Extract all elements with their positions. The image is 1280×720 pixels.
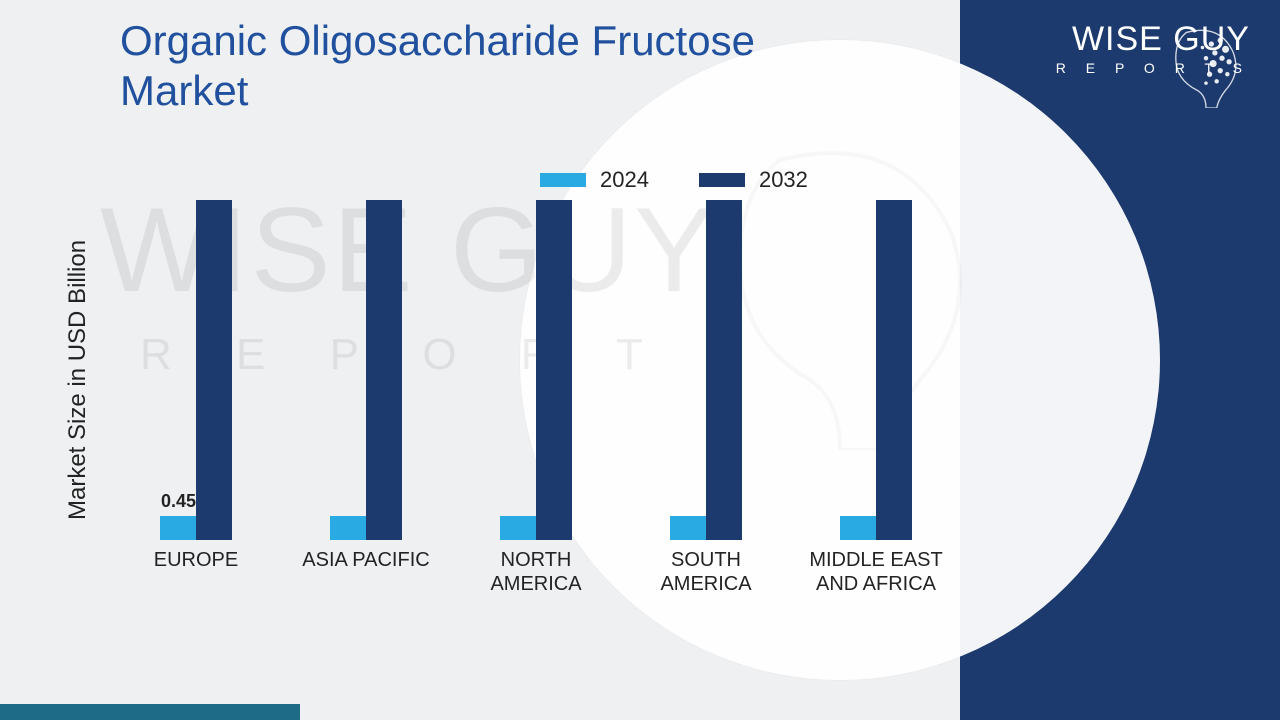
brand-logo: WISE GUY R E P O R T S: [1056, 22, 1250, 76]
plot-area: 0.45: [130, 200, 960, 540]
legend-item: 2032: [699, 167, 808, 193]
bar: [330, 516, 366, 540]
bar-group: [840, 200, 920, 540]
y-axis-label: Market Size in USD Billion: [64, 240, 92, 520]
bar: [160, 516, 196, 540]
x-axis-label: EUROPE: [116, 548, 276, 572]
bar: [840, 516, 876, 540]
bar: [670, 516, 706, 540]
legend-swatch: [540, 173, 586, 187]
bar-group: [500, 200, 580, 540]
x-axis-label: MIDDLE EAST AND AFRICA: [796, 548, 956, 596]
bar: [366, 200, 402, 540]
legend-item: 2024: [540, 167, 649, 193]
head-dots-icon: [1166, 28, 1246, 108]
legend-swatch: [699, 173, 745, 187]
report-graphic: WISE GUY R E P O R T S WISE GUY R E P O …: [0, 0, 1280, 720]
x-axis-label: SOUTH AMERICA: [626, 548, 786, 596]
legend-label: 2032: [759, 167, 808, 193]
bar: [536, 200, 572, 540]
bar-group: [330, 200, 410, 540]
chart-title: Organic Oligosaccharide Fructose Market: [120, 16, 860, 117]
x-axis-label: NORTH AMERICA: [456, 548, 616, 596]
bar: [876, 200, 912, 540]
legend-label: 2024: [600, 167, 649, 193]
bar-value-label: 0.45: [161, 491, 196, 512]
bar-group: 0.45: [160, 200, 240, 540]
x-axis-label: ASIA PACIFIC: [286, 548, 446, 572]
legend: 2024 2032: [540, 167, 808, 193]
bar: [706, 200, 742, 540]
bar: [500, 516, 536, 540]
footer-accent-bar: [0, 704, 300, 720]
bar: [196, 200, 232, 540]
bar-group: [670, 200, 750, 540]
